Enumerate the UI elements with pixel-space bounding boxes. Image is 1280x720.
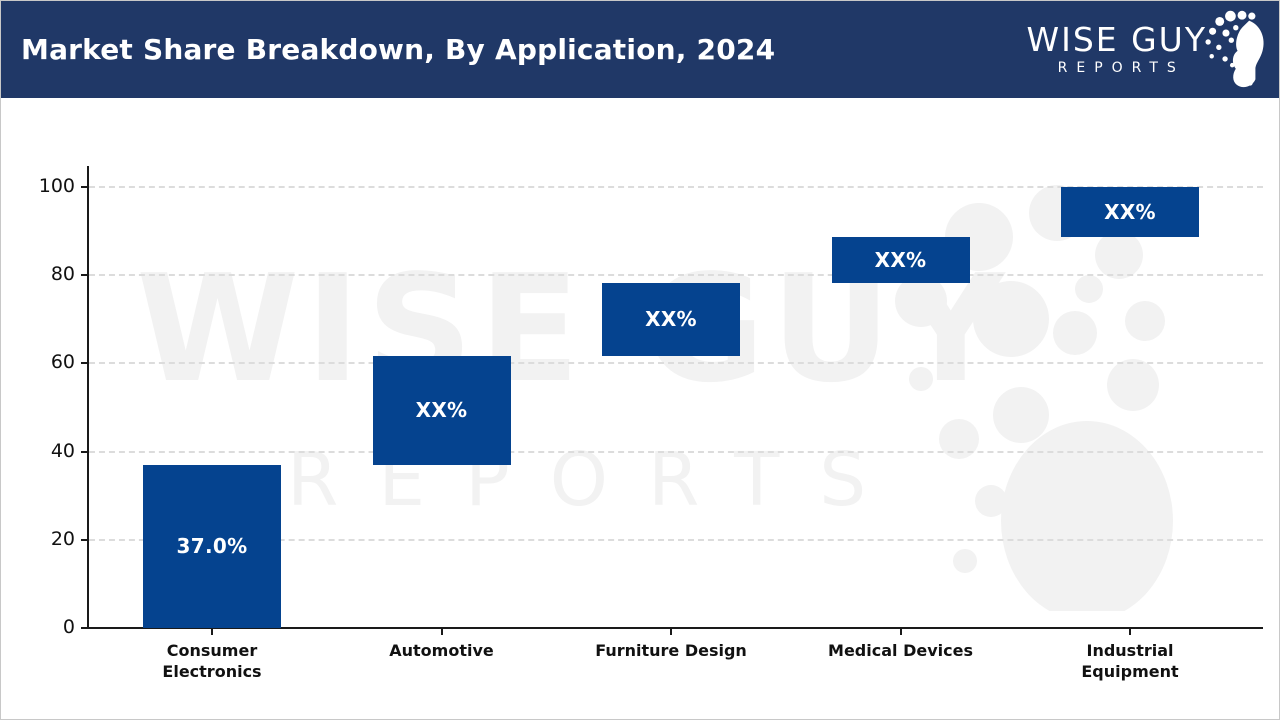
logo-text: WISE GUY REPORTS	[1026, 20, 1207, 77]
bar-value-label: XX%	[645, 307, 697, 332]
x-tick-mark	[1129, 629, 1131, 635]
y-axis-line	[87, 166, 89, 629]
logo-subtitle: REPORTS	[1057, 60, 1185, 76]
bar-value-label: XX%	[415, 398, 468, 423]
gridline-100	[89, 186, 1263, 188]
x-tick-mark	[211, 629, 213, 635]
y-tick-mark	[81, 362, 88, 365]
x-tick-mark	[899, 629, 902, 635]
x-tick-mark	[440, 629, 443, 635]
bar-value-label: XX%	[874, 247, 927, 272]
gridline-20	[89, 538, 1263, 541]
y-axis-tick-label: 100	[38, 175, 75, 197]
bar-industrial-equipment: XX%	[1061, 187, 1199, 238]
y-tick-mark	[81, 274, 88, 277]
logo-head-icon	[1205, 10, 1264, 87]
bar-medical-devices: XX%	[831, 237, 970, 283]
bar-value-label: XX%	[1104, 200, 1156, 225]
bar-furniture-design: XX%	[602, 282, 740, 356]
x-axis-label-automotive: Automotive	[389, 641, 494, 660]
gridline-40	[89, 450, 1263, 453]
wiseguy-logo: WISE GUY REPORTS	[1026, 8, 1279, 92]
y-axis-tick-label: 80	[50, 263, 75, 286]
gridline-60	[89, 362, 1263, 365]
x-axis-label-consumer-electronics: Consumer Electronics	[162, 641, 262, 681]
logo-wordmark: WISE GUY	[1026, 20, 1207, 59]
y-tick-mark	[81, 627, 88, 629]
y-axis-tick-label: 20	[50, 527, 75, 550]
bar-consumer-electronics: 37.0%	[143, 464, 281, 628]
y-tick-mark	[81, 538, 88, 541]
x-axis-line	[87, 627, 1263, 629]
y-axis-tick-label: 40	[50, 439, 75, 462]
x-axis-label-medical-devices: Medical Devices	[828, 641, 973, 660]
y-axis-tick-label: 0	[62, 616, 75, 638]
x-axis-label-industrial-equipment: Industrial Equipment	[1081, 641, 1179, 681]
header-bar: Market Share Breakdown, By Application, …	[1, 1, 1279, 98]
bar-automotive: XX%	[372, 355, 511, 465]
y-tick-mark	[81, 450, 88, 453]
x-axis-label-furniture-design: Furniture Design	[595, 641, 747, 660]
y-axis-tick-label: 60	[50, 351, 75, 374]
bar-value-label: 37.0%	[176, 534, 248, 559]
y-tick-mark	[81, 186, 88, 188]
gridline-80	[89, 274, 1263, 277]
x-tick-mark	[670, 629, 672, 635]
chart-title: Market Share Breakdown, By Application, …	[21, 33, 776, 66]
